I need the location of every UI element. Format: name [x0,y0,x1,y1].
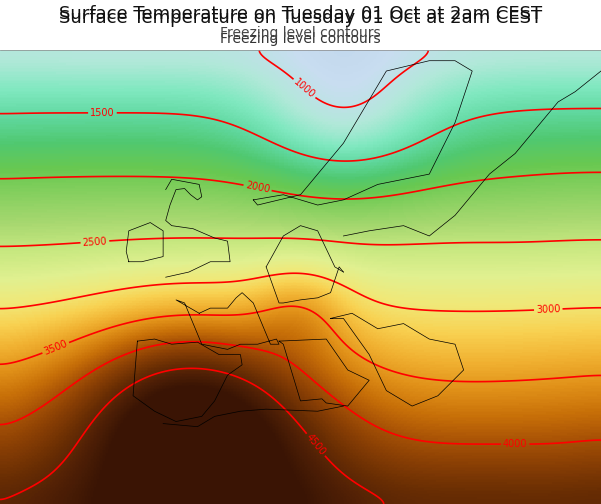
Text: 3000: 3000 [536,304,561,315]
Text: 1500: 1500 [90,108,115,118]
Text: 4000: 4000 [503,439,528,449]
Text: 1000: 1000 [291,77,317,100]
Text: Surface Temperature on Tuesday 01 Oct at 2am CEST: Surface Temperature on Tuesday 01 Oct at… [59,9,542,27]
Text: 3500: 3500 [43,339,69,357]
Text: Surface Temperature on Tuesday 01 Oct at 2am CEST: Surface Temperature on Tuesday 01 Oct at… [59,5,542,23]
Text: Freezing level contours: Freezing level contours [220,26,381,40]
Text: 4500: 4500 [304,432,328,458]
Text: 2000: 2000 [245,180,270,195]
Text: 2500: 2500 [82,236,108,247]
Text: Freezing level contours: Freezing level contours [220,32,381,46]
